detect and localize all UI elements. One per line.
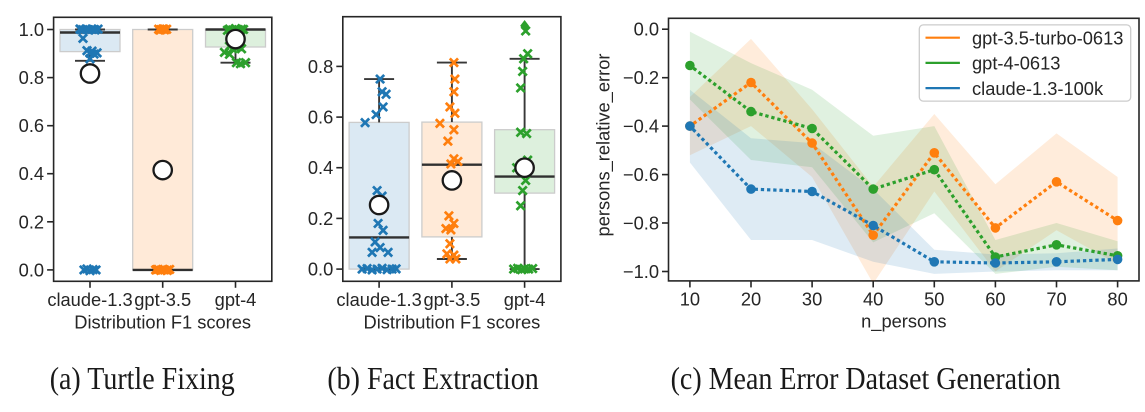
svg-text:Distribution F1 scores: Distribution F1 scores (364, 312, 541, 333)
svg-text:0.0: 0.0 (19, 259, 44, 280)
svg-text:10: 10 (680, 289, 700, 310)
svg-text:claude-1.3-100k: claude-1.3-100k (972, 78, 1104, 99)
svg-text:1.0: 1.0 (19, 19, 44, 40)
svg-text:−0.8: −0.8 (623, 213, 659, 234)
svg-text:30: 30 (802, 289, 822, 310)
svg-text:0.8: 0.8 (19, 67, 44, 88)
svg-text:gpt-3.5-turbo-0613: gpt-3.5-turbo-0613 (972, 28, 1123, 49)
svg-text:(b) Fact Extraction: (b) Fact Extraction (327, 360, 538, 396)
svg-text:−0.2: −0.2 (623, 67, 659, 88)
svg-text:−0.6: −0.6 (623, 164, 659, 185)
svg-text:0.2: 0.2 (308, 208, 333, 229)
svg-text:0.4: 0.4 (308, 157, 333, 178)
svg-text:40: 40 (863, 289, 883, 310)
svg-text:0.6: 0.6 (19, 115, 44, 136)
svg-text:−0.4: −0.4 (623, 116, 659, 137)
svg-text:n_persons: n_persons (861, 311, 946, 333)
svg-text:gpt-4: gpt-4 (504, 289, 546, 310)
svg-text:gpt-4: gpt-4 (215, 289, 257, 310)
svg-text:0.0: 0.0 (308, 259, 333, 280)
svg-text:0.0: 0.0 (634, 19, 659, 40)
svg-text:(c) Mean Error Dataset Generat: (c) Mean Error Dataset Generation (671, 360, 1061, 396)
svg-text:0.8: 0.8 (308, 56, 333, 77)
svg-text:0.2: 0.2 (19, 211, 44, 232)
svg-text:0.6: 0.6 (308, 107, 333, 128)
svg-text:gpt-3.5: gpt-3.5 (134, 289, 191, 310)
svg-text:persons_relative_error: persons_relative_error (593, 54, 615, 237)
svg-text:20: 20 (741, 289, 761, 310)
svg-text:claude-1.3: claude-1.3 (47, 289, 132, 310)
svg-text:claude-1.3: claude-1.3 (336, 289, 421, 310)
svg-text:Distribution F1 scores: Distribution F1 scores (74, 312, 251, 333)
svg-text:gpt-4-0613: gpt-4-0613 (972, 53, 1060, 74)
svg-text:80: 80 (1107, 289, 1127, 310)
svg-text:−1.0: −1.0 (623, 261, 659, 282)
svg-text:(a) Turtle Fixing: (a) Turtle Fixing (50, 360, 235, 396)
svg-text:50: 50 (924, 289, 944, 310)
svg-text:60: 60 (985, 289, 1005, 310)
svg-text:gpt-3.5: gpt-3.5 (423, 289, 480, 310)
svg-text:70: 70 (1046, 289, 1066, 310)
svg-text:0.4: 0.4 (19, 163, 44, 184)
